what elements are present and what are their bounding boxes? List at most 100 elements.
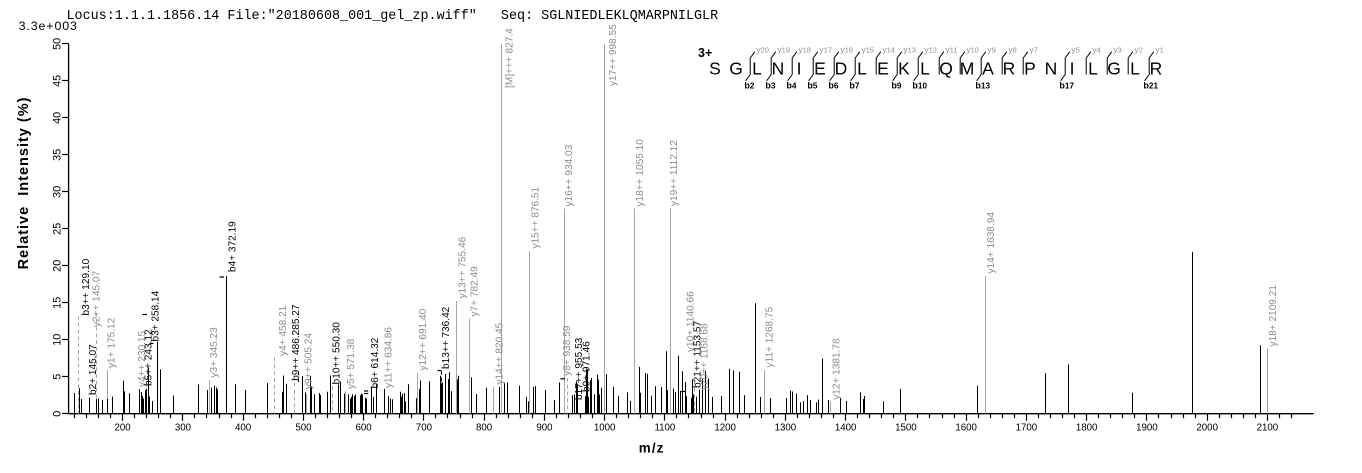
svg-text:y4: y4 bbox=[1092, 44, 1100, 54]
svg-text:y1: y1 bbox=[1155, 44, 1163, 54]
svg-text:b4+ 372.19: b4+ 372.19 bbox=[227, 221, 238, 272]
svg-text:b7: b7 bbox=[849, 81, 860, 91]
svg-text:1800: 1800 bbox=[1076, 423, 1098, 434]
svg-text:y1+ 175.12: y1+ 175.12 bbox=[106, 317, 117, 368]
svg-text:b13++ 736.42: b13++ 736.42 bbox=[441, 306, 452, 369]
svg-text:y15: y15 bbox=[861, 44, 874, 54]
svg-text:b2: b2 bbox=[744, 81, 755, 91]
svg-text:y10: y10 bbox=[966, 44, 979, 54]
svg-text:y4++ 230.15: y4++ 230.15 bbox=[137, 330, 148, 387]
svg-text:y20++ 1168.68: y20++ 1168.68 bbox=[700, 323, 711, 390]
svg-text:b2+ 145.07: b2+ 145.07 bbox=[88, 344, 99, 395]
svg-text:y5+ 571.38: y5+ 571.38 bbox=[346, 338, 357, 389]
svg-text:400: 400 bbox=[235, 423, 252, 434]
svg-text:b10++ 550.30: b10++ 550.30 bbox=[331, 322, 342, 385]
svg-text:R: R bbox=[1150, 59, 1163, 79]
svg-text:35: 35 bbox=[52, 149, 64, 161]
svg-text:b3: b3 bbox=[765, 81, 776, 91]
svg-text:b5: b5 bbox=[807, 81, 818, 91]
svg-text:y12+ 1381.78: y12+ 1381.78 bbox=[831, 338, 842, 400]
svg-text:Locus:1.1.1.1856.14 File:"2018: Locus:1.1.1.1856.14 File:"20180608_001_g… bbox=[67, 9, 719, 24]
svg-text:15: 15 bbox=[52, 297, 64, 309]
svg-text:b6: b6 bbox=[828, 81, 839, 91]
svg-text:y17: y17 bbox=[819, 44, 832, 54]
svg-text:1400: 1400 bbox=[835, 423, 857, 434]
svg-text:b3++ 129.10: b3++ 129.10 bbox=[81, 258, 92, 315]
svg-text:b5++ 243.12: b5++ 243.12 bbox=[143, 329, 154, 386]
svg-text:3+: 3+ bbox=[698, 46, 712, 60]
svg-text:50: 50 bbox=[52, 38, 64, 50]
svg-text:1200: 1200 bbox=[714, 423, 736, 434]
svg-text:y3: y3 bbox=[1113, 44, 1121, 54]
svg-text:y14++ 820.45: y14++ 820.45 bbox=[494, 322, 505, 384]
svg-text:y13++ 755.46: y13++ 755.46 bbox=[458, 236, 469, 298]
svg-text:y16: y16 bbox=[840, 44, 853, 54]
svg-text:5: 5 bbox=[52, 374, 64, 380]
svg-text:L: L bbox=[1130, 59, 1140, 79]
svg-text:N: N bbox=[1045, 59, 1058, 79]
svg-text:900: 900 bbox=[536, 423, 553, 434]
svg-text:Q: Q bbox=[939, 59, 953, 79]
svg-text:600: 600 bbox=[356, 423, 373, 434]
svg-text:y5: y5 bbox=[1071, 44, 1079, 54]
svg-text:R: R bbox=[1003, 59, 1016, 79]
svg-text:y12: y12 bbox=[924, 44, 937, 54]
svg-text:m/z: m/z bbox=[639, 441, 665, 456]
svg-text:y8+ 938.59: y8+ 938.59 bbox=[562, 325, 573, 376]
svg-text:y2: y2 bbox=[1134, 44, 1142, 54]
svg-text:S: S bbox=[709, 59, 721, 79]
svg-text:L: L bbox=[752, 59, 762, 79]
svg-text:b17++ 955.53: b17++ 955.53 bbox=[574, 337, 585, 400]
svg-text:y15++ 876.51: y15++ 876.51 bbox=[531, 186, 542, 248]
svg-text:1600: 1600 bbox=[955, 423, 977, 434]
svg-text:3.3e+003: 3.3e+003 bbox=[19, 19, 78, 33]
svg-text:30: 30 bbox=[52, 186, 64, 198]
svg-text:b9++ 486.285.27: b9++ 486.285.27 bbox=[291, 304, 302, 381]
svg-text:y12++ 691.40: y12++ 691.40 bbox=[418, 308, 429, 370]
svg-text:300: 300 bbox=[175, 423, 192, 434]
svg-text:2100: 2100 bbox=[1257, 423, 1279, 434]
svg-text:y9++ 505.24: y9++ 505.24 bbox=[303, 333, 314, 390]
svg-text:45: 45 bbox=[52, 75, 64, 87]
svg-text:N: N bbox=[772, 59, 785, 79]
svg-text:L: L bbox=[857, 59, 867, 79]
svg-text:y2++ 145.07: y2++ 145.07 bbox=[91, 270, 102, 327]
svg-text:M: M bbox=[960, 59, 975, 79]
svg-text:200: 200 bbox=[115, 423, 132, 434]
svg-text:D: D bbox=[835, 59, 848, 79]
svg-text:y19: y19 bbox=[777, 44, 790, 54]
svg-text:b21++ 1153.57: b21++ 1153.57 bbox=[692, 320, 703, 388]
svg-text:E: E bbox=[814, 59, 826, 79]
svg-text:y8: y8 bbox=[1008, 44, 1016, 54]
svg-text:y7: y7 bbox=[1029, 44, 1037, 54]
svg-text:E: E bbox=[877, 59, 889, 79]
svg-text:L: L bbox=[1088, 59, 1098, 79]
svg-text:0: 0 bbox=[52, 411, 64, 417]
svg-text:y11+ 1268.75: y11+ 1268.75 bbox=[765, 306, 776, 367]
svg-text:y9: y9 bbox=[987, 44, 995, 54]
svg-text:K: K bbox=[898, 59, 910, 79]
svg-text:y11++ 634.86: y11++ 634.86 bbox=[383, 327, 394, 388]
svg-text:y18: y18 bbox=[798, 44, 811, 54]
svg-text:A: A bbox=[982, 59, 994, 79]
svg-text:40: 40 bbox=[52, 112, 64, 124]
svg-text:1900: 1900 bbox=[1136, 423, 1158, 434]
svg-text:700: 700 bbox=[416, 423, 433, 434]
svg-text:y14+ 1638.94: y14+ 1638.94 bbox=[986, 212, 997, 274]
svg-text:10: 10 bbox=[52, 334, 64, 346]
svg-text:1300: 1300 bbox=[775, 423, 797, 434]
svg-text:1700: 1700 bbox=[1016, 423, 1038, 434]
svg-text:y4+ 458.21: y4+ 458.21 bbox=[278, 305, 289, 356]
svg-text:L: L bbox=[920, 59, 930, 79]
svg-text:b3+ 258.14: b3+ 258.14 bbox=[150, 290, 161, 341]
svg-text:y14: y14 bbox=[882, 44, 895, 54]
svg-text:b6+ 614.32: b6+ 614.32 bbox=[370, 337, 381, 388]
svg-text:y3+ 345.23: y3+ 345.23 bbox=[209, 327, 220, 378]
svg-text:800: 800 bbox=[476, 423, 493, 434]
svg-text:I: I bbox=[1070, 59, 1075, 79]
svg-text:b17: b17 bbox=[1059, 81, 1074, 91]
svg-text:Relative Intensity (%): Relative Intensity (%) bbox=[16, 97, 32, 270]
svg-text:y7+ 782.49: y7+ 782.49 bbox=[470, 266, 481, 317]
svg-text:1000: 1000 bbox=[594, 423, 616, 434]
svg-text:y17++ 998.55: y17++ 998.55 bbox=[608, 24, 619, 86]
